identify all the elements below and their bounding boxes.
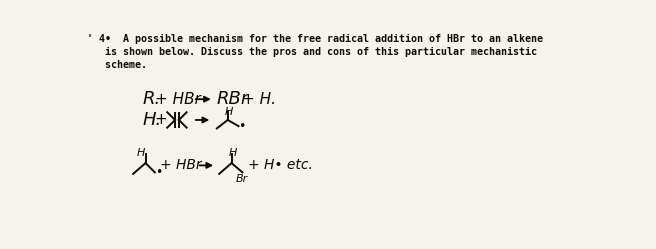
Text: + HBr: + HBr [155,92,201,107]
Text: H: H [228,148,237,158]
Text: H.: H. [142,111,161,129]
Text: •: • [155,166,162,179]
Text: H: H [224,107,233,117]
Text: H: H [136,148,144,158]
Text: + H• etc.: + H• etc. [248,158,313,172]
Text: ' 4•  A possible mechanism for the free radical addition of HBr to an alkene: ' 4• A possible mechanism for the free r… [87,34,543,44]
Text: •: • [239,120,246,133]
Text: R.: R. [142,90,161,108]
Text: +: + [155,113,167,127]
Text: scheme.: scheme. [87,60,148,70]
Text: + HBr: + HBr [159,158,201,172]
Text: + H.: + H. [241,92,276,107]
Text: Br: Br [236,174,248,184]
Text: is shown below. Discuss the pros and cons of this particular mechanistic: is shown below. Discuss the pros and con… [87,47,537,57]
Text: RBr: RBr [217,90,249,108]
